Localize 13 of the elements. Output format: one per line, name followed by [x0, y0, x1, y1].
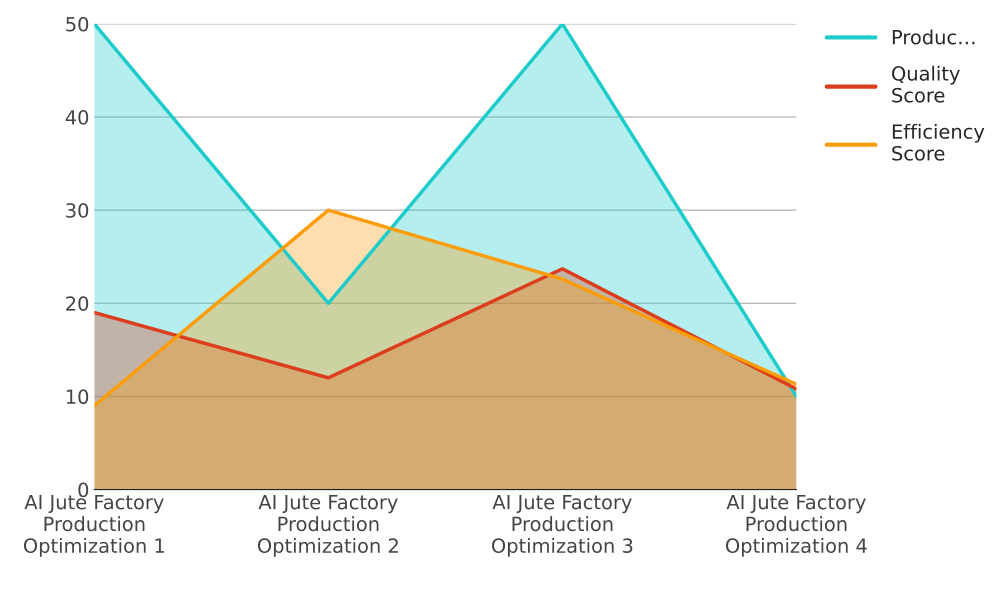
x-tick-label: AI Jute Factory Production Optimization 1 — [24, 495, 164, 557]
legend-label: Efficiency Score — [892, 124, 984, 161]
y-tick-label: 0 — [78, 482, 88, 498]
x-tick-label: AI Jute Factory Production Optimization 2 — [258, 495, 398, 557]
x-tick-label: AI Jute Factory Production Optimization 4 — [726, 495, 867, 557]
x-tick-label: AI Jute Factory Production Optimization 3 — [492, 495, 632, 557]
y-tick-label: 40 — [66, 110, 88, 125]
y-tick-label: 20 — [66, 296, 88, 311]
legend-label: Produc… — [892, 29, 974, 44]
legend-label: Quality Score — [892, 66, 960, 103]
y-tick-label: 30 — [66, 203, 88, 218]
y-tick-label: 50 — [66, 16, 88, 32]
y-tick-label: 10 — [66, 389, 88, 404]
